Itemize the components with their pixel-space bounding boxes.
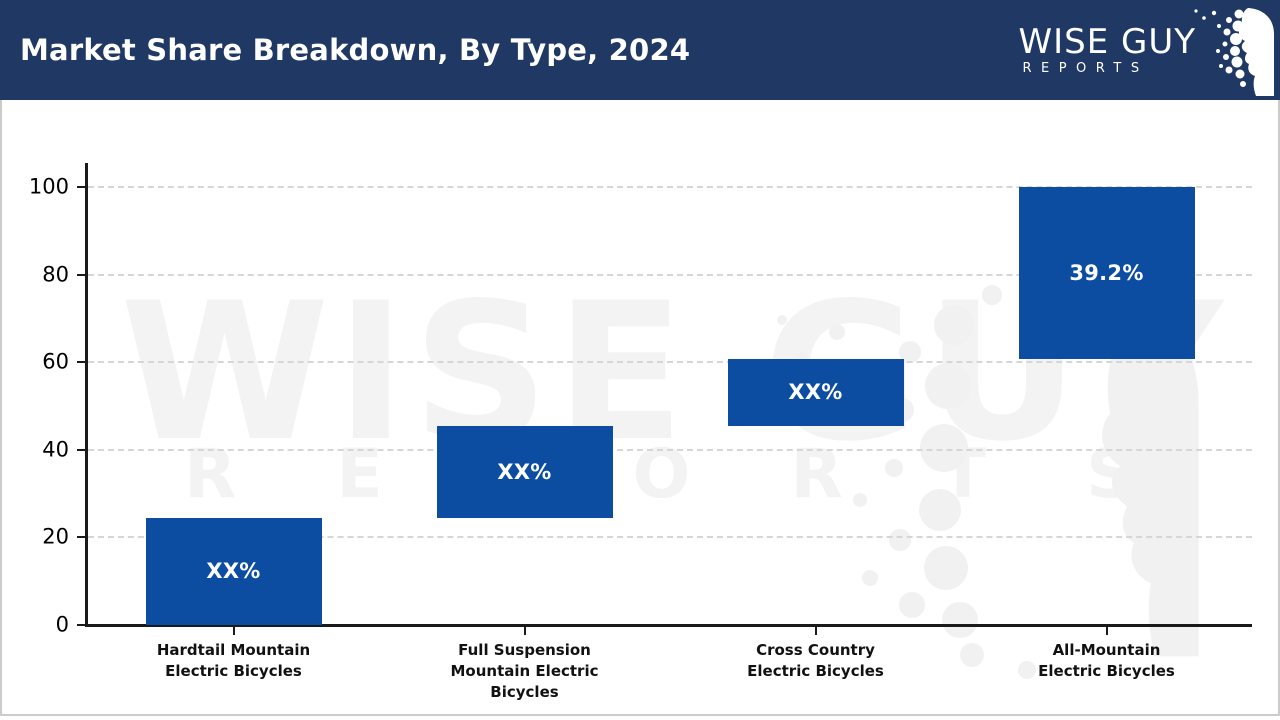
x-category-label-line: Electric Bicycles <box>747 662 884 680</box>
x-category-label: Full Suspension Mountain Electric Bicycles <box>405 640 645 703</box>
y-tick-label: 60 <box>42 349 69 374</box>
x-tick-mark <box>814 627 817 635</box>
x-category-label-line: Mountain Electric <box>450 662 599 680</box>
bar-value-label: XX% <box>497 459 552 484</box>
y-tick-mark <box>77 536 88 539</box>
bar-value-label: XX% <box>788 380 843 405</box>
watermark-text-secondary: REPORTS <box>184 435 1236 514</box>
x-category-label-line: Full Suspension <box>458 641 591 659</box>
bar-segment: XX% <box>436 425 613 518</box>
x-category-label-line: All-Mountain <box>1052 641 1161 659</box>
gridline <box>88 186 1252 188</box>
bar-segment: 39.2% <box>1018 187 1195 359</box>
bar-segment: XX% <box>145 517 322 625</box>
page-title: Market Share Breakdown, By Type, 2024 <box>20 33 691 67</box>
x-category-label-line: Electric Bicycles <box>165 662 302 680</box>
y-tick-label: 0 <box>55 612 69 637</box>
y-tick-mark <box>77 448 88 451</box>
brand-logo-text: WISE GUY REPORTS <box>1018 24 1196 77</box>
x-category-label: Cross Country Electric Bicycles <box>696 640 936 682</box>
x-category-label-line: Hardtail Mountain <box>156 641 311 659</box>
y-axis-line <box>85 163 88 626</box>
bar-value-label: 39.2% <box>1069 260 1144 285</box>
chart-panel: WISE GUY REPORTS 0 20 40 60 80 100 XX% Hardtail… <box>0 100 1280 716</box>
x-tick-mark <box>523 627 526 635</box>
plot-area: 0 20 40 60 80 100 XX% Hardtail Mountain Electric… <box>29 163 1252 701</box>
x-axis-line <box>85 624 1252 627</box>
header: Market Share Breakdown, By Type, 2024 WI… <box>0 0 1280 100</box>
x-tick-mark <box>1105 627 1108 635</box>
x-category-label-line: Cross Country <box>756 641 875 659</box>
y-tick-mark <box>77 273 88 276</box>
brand-name: WISE GUY <box>1018 21 1196 62</box>
gridline <box>88 361 1252 364</box>
y-tick-mark <box>77 624 88 626</box>
y-tick-label: 80 <box>42 262 69 287</box>
y-tick-mark <box>77 186 88 188</box>
bar-segment: XX% <box>727 358 904 426</box>
bar-value-label: XX% <box>206 559 261 584</box>
y-tick-mark <box>77 361 88 364</box>
brand-logo: WISE GUY REPORTS <box>1018 0 1278 100</box>
x-tick-mark <box>232 627 235 635</box>
y-tick-label: 40 <box>42 437 69 462</box>
x-category-label: Hardtail Mountain Electric Bicycles <box>114 640 354 682</box>
x-category-label-line: Bicycles <box>490 683 559 701</box>
gridline <box>88 448 1252 451</box>
gridline <box>88 273 1252 276</box>
brand-subtitle: REPORTS <box>1022 60 1149 76</box>
y-tick-label: 100 <box>28 174 69 199</box>
x-category-label-line: Electric Bicycles <box>1038 662 1175 680</box>
x-category-label: All-Mountain Electric Bicycles <box>987 640 1227 682</box>
y-tick-label: 20 <box>42 524 69 549</box>
gridline <box>88 536 1252 539</box>
brand-face-icon <box>1194 8 1274 96</box>
